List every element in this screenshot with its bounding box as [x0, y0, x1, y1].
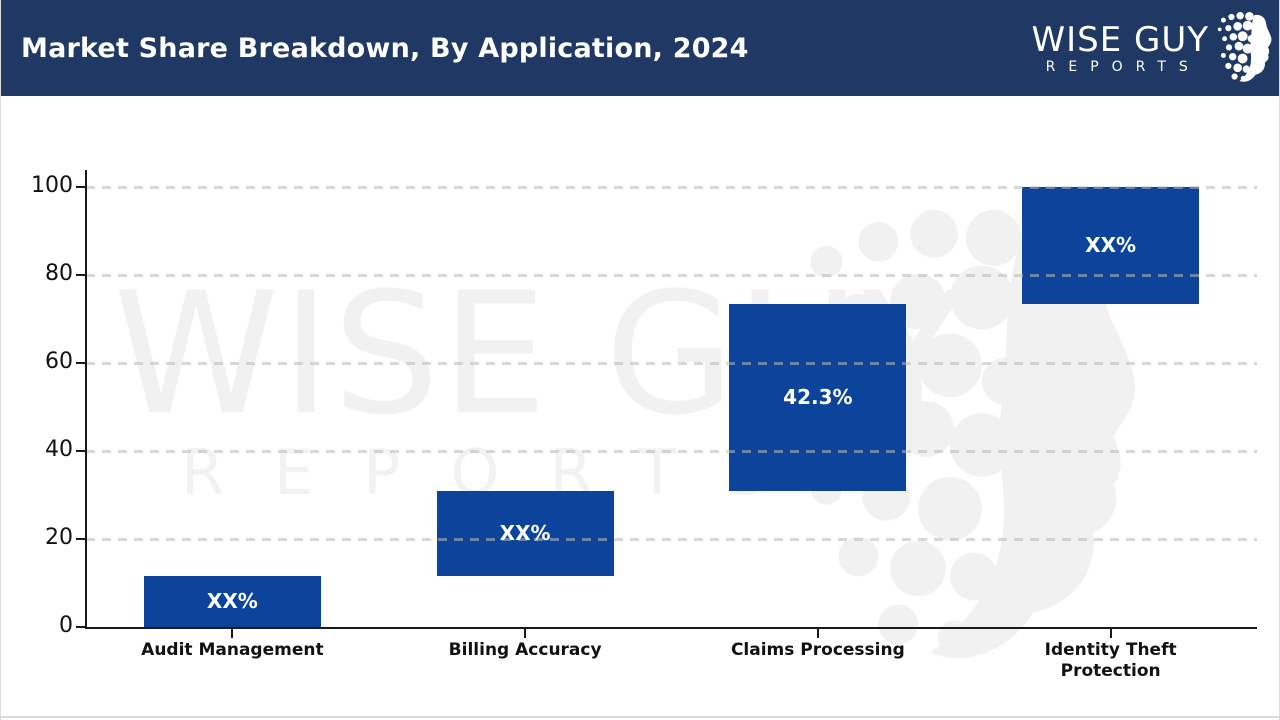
brand-logo-text: WISE GUY REPORTS: [1031, 22, 1209, 74]
category-label: Billing Accuracy: [448, 640, 602, 660]
bar-segment: [143, 576, 321, 627]
x-axis-line: [85, 627, 1257, 629]
brand-name: WISE GUY: [1031, 20, 1209, 60]
y-tick-mark: [76, 626, 86, 628]
bar-value-label: XX%: [206, 588, 258, 613]
header-band: Market Share Breakdown, By Application, …: [1, 0, 1279, 96]
gridline: [86, 274, 1257, 277]
brand-logo: WISE GUY REPORTS: [1025, 0, 1275, 96]
y-tick-label: 0: [59, 613, 73, 638]
y-tick-label: 100: [31, 173, 73, 198]
gridline: [86, 186, 1257, 189]
brand-subtitle: REPORTS: [1045, 59, 1201, 75]
bar-segment: [729, 304, 907, 491]
category-label: Identity Theft Protection: [1044, 640, 1177, 681]
footer-divider: [1, 716, 1279, 718]
y-axis-line: [85, 170, 87, 629]
y-tick-mark: [76, 362, 86, 364]
bar-segment: [1022, 187, 1200, 305]
y-tick-label: 20: [45, 525, 73, 550]
gridline: [86, 538, 1257, 541]
gridline: [86, 450, 1257, 453]
bar-segment: [436, 490, 614, 577]
y-tick-mark: [76, 538, 86, 540]
brand-face-icon: [1217, 12, 1272, 82]
category-label: Claims Processing: [730, 640, 905, 660]
category-label: Audit Management: [141, 640, 324, 660]
y-tick-mark: [76, 450, 86, 452]
x-tick-mark: [816, 629, 819, 638]
y-tick-mark: [76, 274, 86, 276]
x-tick-mark: [231, 629, 234, 638]
y-tick-mark: [76, 186, 86, 188]
bar-value-label: XX%: [1085, 232, 1137, 257]
bar-value-label: 42.3%: [783, 384, 853, 409]
gridline: [86, 362, 1257, 365]
y-tick-label: 60: [45, 349, 73, 374]
x-tick-mark: [1109, 629, 1112, 638]
x-tick-mark: [524, 629, 527, 638]
bar-value-label: XX%: [499, 520, 551, 545]
y-tick-label: 40: [45, 437, 73, 462]
y-tick-label: 80: [45, 261, 73, 286]
chart-title: Market Share Breakdown, By Application, …: [21, 32, 749, 64]
